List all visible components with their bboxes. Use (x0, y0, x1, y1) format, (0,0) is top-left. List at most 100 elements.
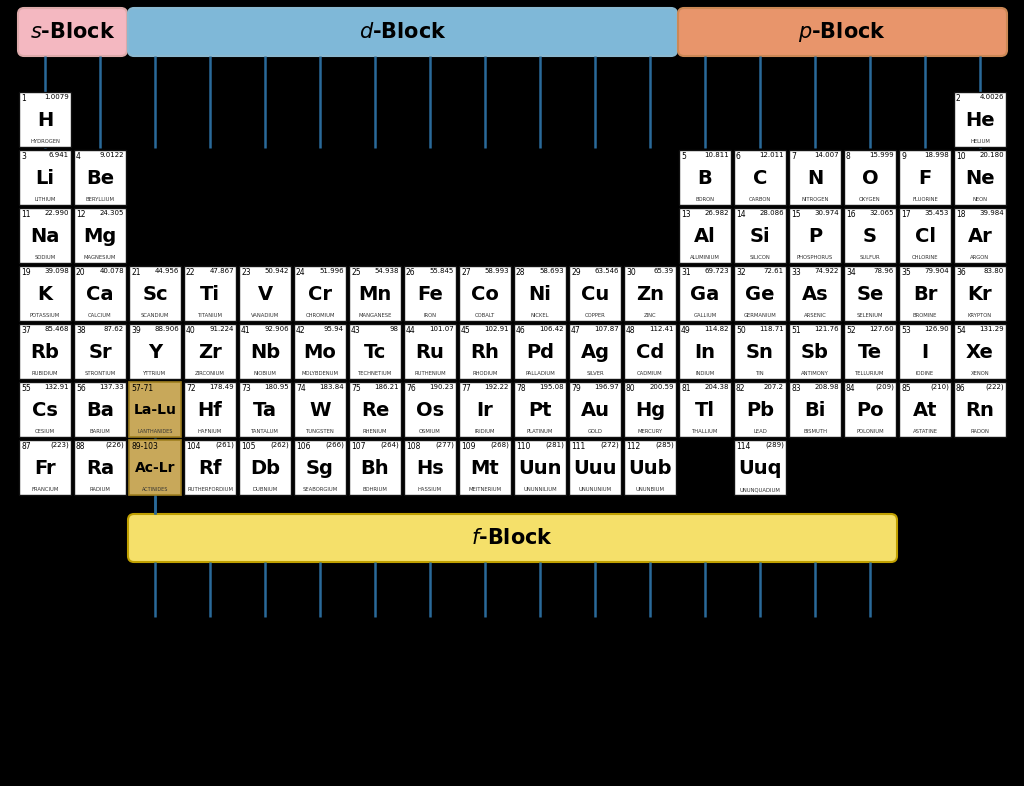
Text: FLUORINE: FLUORINE (912, 197, 938, 202)
Bar (790, 324, 841, 379)
Text: 3: 3 (22, 152, 26, 161)
Text: Se: Se (856, 285, 884, 304)
Text: Rb: Rb (31, 343, 59, 362)
Text: NITROGEN: NITROGEN (802, 197, 828, 202)
Bar (404, 440, 456, 495)
Bar (459, 382, 511, 437)
Text: Hg: Hg (635, 401, 665, 420)
Bar (514, 324, 566, 379)
Text: 131.29: 131.29 (979, 326, 1004, 332)
Text: Mg: Mg (83, 227, 117, 246)
Text: 24.305: 24.305 (99, 210, 124, 216)
Text: 28.086: 28.086 (760, 210, 784, 216)
Text: P: P (808, 227, 822, 246)
Bar (679, 208, 731, 263)
Text: Ti: Ti (200, 285, 220, 304)
Bar (74, 150, 126, 205)
Bar (569, 266, 621, 321)
Text: 78.96: 78.96 (873, 268, 894, 274)
Text: Os: Os (416, 401, 444, 420)
Bar (184, 382, 236, 437)
Text: 190.23: 190.23 (429, 384, 454, 390)
Bar (569, 324, 621, 379)
Bar (954, 324, 1006, 379)
Text: 51.996: 51.996 (319, 268, 344, 274)
Text: 69.723: 69.723 (705, 268, 729, 274)
Text: TECHNETIUM: TECHNETIUM (357, 371, 392, 376)
Text: 15.999: 15.999 (869, 152, 894, 158)
Text: 89-103: 89-103 (131, 442, 158, 451)
Text: 77: 77 (461, 384, 471, 393)
Text: 45: 45 (461, 326, 471, 335)
Bar (19, 208, 71, 263)
Text: $\mathit{f}$-Block: $\mathit{f}$-Block (471, 528, 554, 548)
Bar (624, 324, 676, 379)
Text: TIN: TIN (756, 371, 764, 376)
Text: 6: 6 (736, 152, 741, 161)
Text: Sr: Sr (88, 343, 112, 362)
Bar (844, 150, 896, 205)
Bar (74, 382, 126, 437)
Text: 92.906: 92.906 (264, 326, 289, 332)
Text: 87.62: 87.62 (103, 326, 124, 332)
Text: 114.82: 114.82 (705, 326, 729, 332)
Bar (679, 324, 731, 379)
Text: At: At (912, 401, 937, 420)
Text: Rh: Rh (471, 343, 500, 362)
Text: 48: 48 (626, 326, 636, 335)
Text: POLONIUM: POLONIUM (856, 429, 884, 434)
Text: 107.87: 107.87 (594, 326, 618, 332)
Text: Tl: Tl (695, 401, 715, 420)
Text: Be: Be (86, 169, 114, 188)
Text: Ar: Ar (968, 227, 992, 246)
Text: SEABORGIUM: SEABORGIUM (302, 487, 338, 492)
Text: 18.998: 18.998 (925, 152, 949, 158)
Text: 74: 74 (296, 384, 306, 393)
Text: 180.95: 180.95 (264, 384, 289, 390)
Text: Uub: Uub (629, 459, 672, 478)
Text: Rf: Rf (199, 459, 222, 478)
Text: He: He (966, 111, 994, 130)
Text: 196.97: 196.97 (594, 384, 618, 390)
Bar (844, 324, 896, 379)
FancyBboxPatch shape (18, 8, 127, 56)
Text: MANGANESE: MANGANESE (358, 313, 392, 318)
Bar (679, 382, 731, 437)
Text: Uuu: Uuu (573, 459, 616, 478)
Text: 58.993: 58.993 (484, 268, 509, 274)
Bar (239, 382, 291, 437)
Text: RADIUM: RADIUM (89, 487, 111, 492)
Text: BISMUTH: BISMUTH (803, 429, 827, 434)
Bar (19, 440, 71, 495)
Text: 25: 25 (351, 268, 360, 277)
Text: HASSIUM: HASSIUM (418, 487, 442, 492)
Text: 6.941: 6.941 (49, 152, 69, 158)
Text: 1: 1 (22, 94, 26, 103)
Text: 19: 19 (22, 268, 31, 277)
Text: F: F (919, 169, 932, 188)
Text: 4: 4 (76, 152, 81, 161)
Text: 81: 81 (681, 384, 690, 393)
Text: Ru: Ru (416, 343, 444, 362)
Bar (899, 150, 951, 205)
Text: RUBIDIUM: RUBIDIUM (32, 371, 58, 376)
Text: SILVER: SILVER (586, 371, 604, 376)
Text: 72: 72 (186, 384, 196, 393)
Text: Bh: Bh (360, 459, 389, 478)
Text: POTASSIUM: POTASSIUM (30, 313, 60, 318)
Text: 54.938: 54.938 (375, 268, 399, 274)
Text: MEITNERIUM: MEITNERIUM (468, 487, 502, 492)
Text: Re: Re (360, 401, 389, 420)
Text: 50.942: 50.942 (264, 268, 289, 274)
Text: Ge: Ge (745, 285, 775, 304)
Text: 186.21: 186.21 (375, 384, 399, 390)
Text: 21: 21 (131, 268, 140, 277)
Text: 88: 88 (76, 442, 85, 451)
Text: ARGON: ARGON (971, 255, 989, 260)
Bar (514, 382, 566, 437)
Text: Kr: Kr (968, 285, 992, 304)
Text: Ga: Ga (690, 285, 720, 304)
Text: ACTINIDES: ACTINIDES (141, 487, 168, 492)
Text: Sn: Sn (746, 343, 774, 362)
Bar (624, 266, 676, 321)
